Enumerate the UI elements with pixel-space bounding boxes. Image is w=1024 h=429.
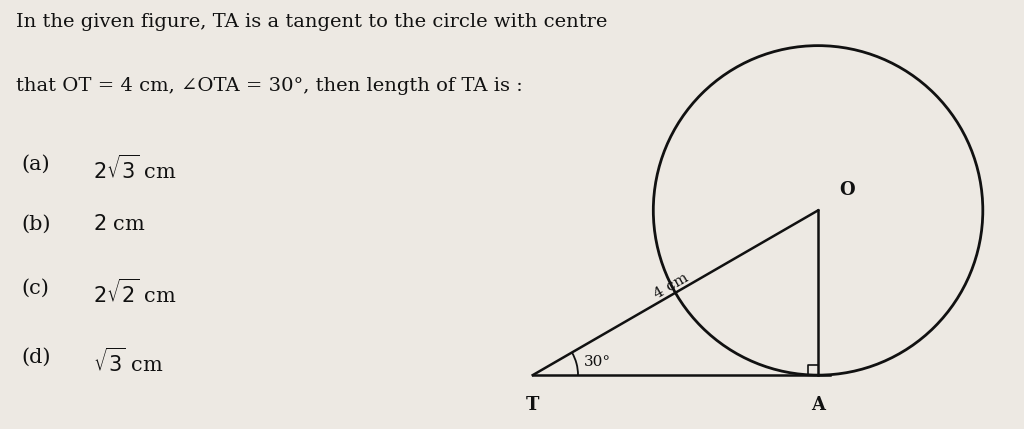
Text: (b): (b) [22,214,51,233]
Text: (c): (c) [22,279,49,298]
Text: 4 cm: 4 cm [652,271,691,302]
Text: (a): (a) [22,154,50,173]
Text: that OT = 4 cm, ∠OTA = 30°, then length of TA is :: that OT = 4 cm, ∠OTA = 30°, then length … [16,77,522,95]
Text: (d): (d) [22,347,51,366]
Text: 30°: 30° [584,355,611,369]
Text: $2\sqrt{3}$ cm: $2\sqrt{3}$ cm [93,154,177,183]
Text: $2\sqrt{2}$ cm: $2\sqrt{2}$ cm [93,279,177,307]
Text: In the given figure, TA is a tangent to the circle with centre: In the given figure, TA is a tangent to … [16,13,607,31]
Text: T: T [526,396,540,414]
Text: $2$ cm: $2$ cm [93,214,146,235]
Text: O: O [839,181,855,199]
Text: $\sqrt{3}$ cm: $\sqrt{3}$ cm [93,347,164,376]
Text: A: A [811,396,825,414]
